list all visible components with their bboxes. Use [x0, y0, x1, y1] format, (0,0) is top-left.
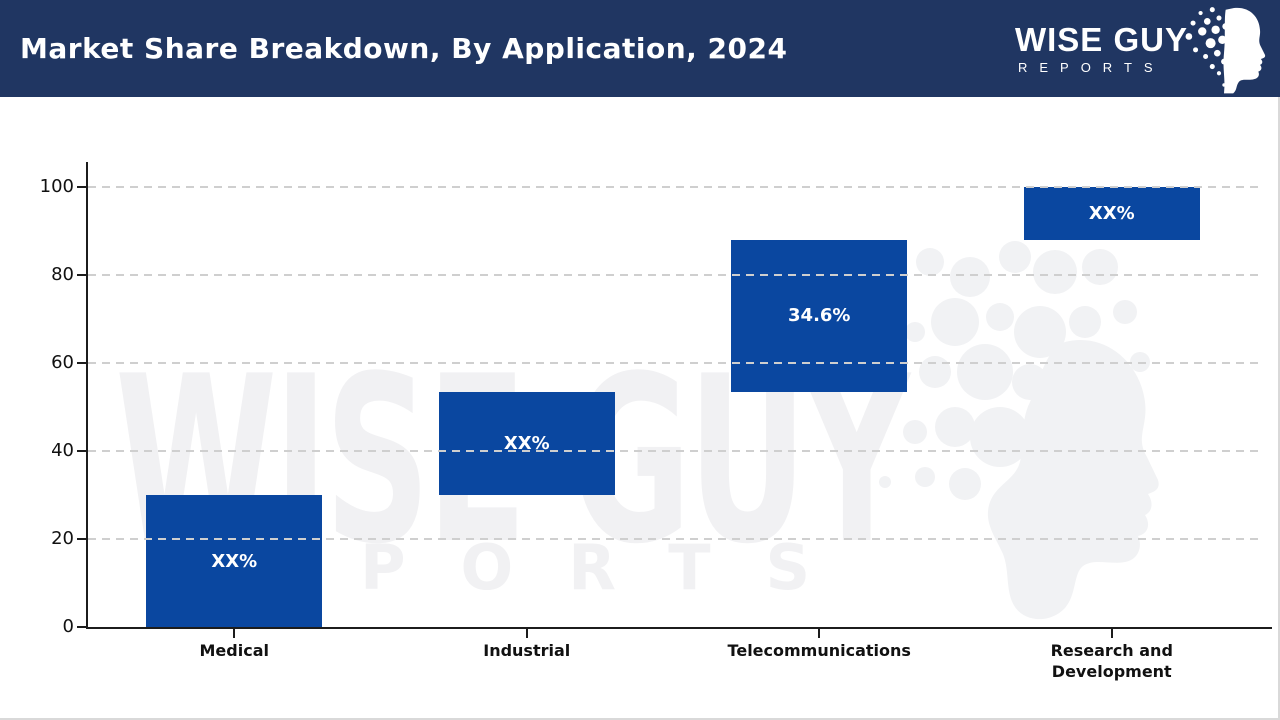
gridline-60 [88, 362, 1258, 364]
plot-area: XX% XX% 34.6% XX% [77, 162, 1272, 638]
chart-title: Market Share Breakdown, By Application, … [20, 32, 788, 65]
gridline-40 [88, 450, 1258, 452]
brand-subname: REPORTS [1017, 59, 1165, 75]
chart-canvas: WISE GUY REPORTS XX% XX% 34.6% XX% 0 20 40 60 8… [0, 97, 1280, 720]
bar-value-label: 34.6% [788, 305, 851, 327]
x-tick-label-1: Industrial [483, 641, 571, 660]
gridline-100 [88, 186, 1258, 188]
y-axis-line [86, 162, 88, 627]
y-tick-label-60: 60 [51, 352, 74, 373]
y-tick-label-40: 40 [51, 440, 74, 461]
bar-value-label: XX% [211, 550, 258, 572]
x-tick-3 [1110, 629, 1113, 638]
x-tick-2 [818, 629, 821, 638]
watermark-head-icon [867, 241, 1159, 620]
y-tick-0 [77, 626, 86, 628]
header-bar: Market Share Breakdown, By Application, … [0, 0, 1280, 97]
bar-research-and-development: XX% [1023, 187, 1200, 240]
brand-name: WISE GUY [1014, 20, 1188, 58]
gridline-80 [88, 274, 1258, 276]
x-tick-label-0: Medical [199, 641, 269, 660]
y-tick-label-80: 80 [51, 264, 74, 285]
y-tick-label-0: 0 [62, 616, 74, 637]
y-tick-80 [77, 274, 86, 276]
x-tick-label-3: Research and Development [1050, 641, 1173, 681]
y-tick-label-100: 100 [39, 176, 74, 197]
brand-logo-text: WISE GUY REPORTS [1015, 23, 1188, 75]
y-tick-60 [77, 362, 86, 364]
gridline-20 [88, 538, 1258, 540]
y-tick-40 [77, 450, 86, 452]
y-tick-20 [77, 538, 86, 540]
x-axis-line [86, 627, 1272, 629]
bar-value-label: XX% [1088, 202, 1135, 224]
bar-medical: XX% [146, 495, 323, 627]
bar-telecommunications: 34.6% [731, 239, 908, 393]
bar-value-label: XX% [503, 433, 550, 455]
brand-head-icon [1185, 6, 1266, 93]
x-tick-0 [233, 629, 236, 638]
y-tick-100 [77, 186, 86, 188]
bar-industrial: XX% [438, 392, 615, 495]
x-tick-1 [525, 629, 528, 638]
x-tick-label-2: Telecommunications [727, 641, 911, 660]
y-tick-label-20: 20 [51, 528, 74, 549]
brand-logo: WISE GUY REPORTS [1015, 3, 1266, 95]
